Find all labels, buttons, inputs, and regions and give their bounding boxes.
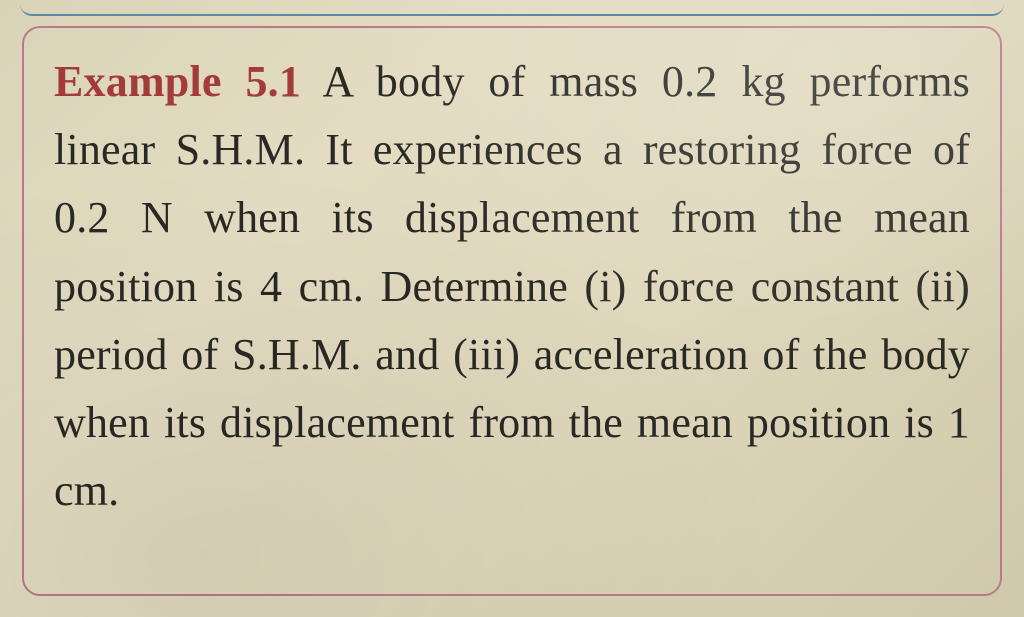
force-value: 0.2 N [54, 193, 173, 242]
example-content: Example 5.1 A body of mass 0.2 kg perfor… [54, 48, 970, 525]
top-border-decoration [20, 0, 1004, 16]
problem-text-5: . [108, 466, 119, 515]
example-box: Example 5.1 A body of mass 0.2 kg perfor… [22, 26, 1002, 596]
displacement-1: 4 cm [260, 262, 353, 311]
problem-text-1: A body of mass [322, 57, 661, 106]
mass-value: 0.2 kg [662, 57, 786, 106]
page: Example 5.1 A body of mass 0.2 kg perfor… [0, 0, 1024, 617]
example-label: Example 5.1 [54, 57, 301, 106]
